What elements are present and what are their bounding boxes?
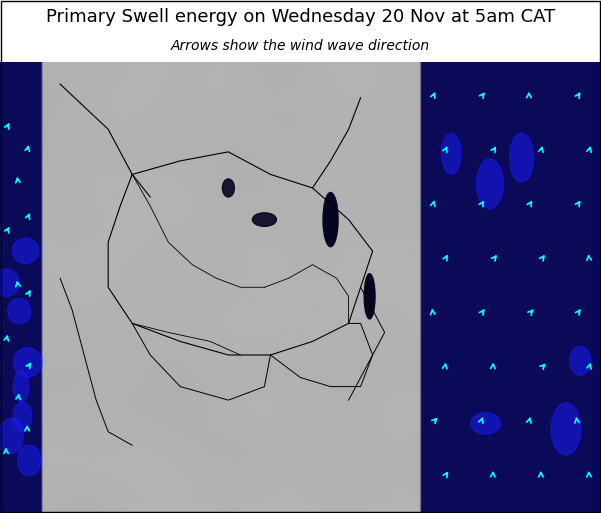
Ellipse shape — [8, 299, 31, 324]
Text: Primary Swell energy on Wednesday 20 Nov at 5am CAT: Primary Swell energy on Wednesday 20 Nov… — [46, 8, 555, 26]
Ellipse shape — [510, 133, 534, 182]
Ellipse shape — [13, 371, 29, 402]
Ellipse shape — [252, 213, 276, 226]
Ellipse shape — [0, 419, 23, 453]
Ellipse shape — [17, 445, 41, 476]
Ellipse shape — [13, 348, 42, 377]
Text: Arrows show the wind wave direction: Arrows show the wind wave direction — [171, 39, 430, 53]
Ellipse shape — [471, 412, 501, 434]
Ellipse shape — [442, 133, 461, 174]
Ellipse shape — [0, 269, 19, 297]
Ellipse shape — [323, 192, 338, 247]
Ellipse shape — [570, 346, 591, 375]
Ellipse shape — [551, 403, 581, 455]
Ellipse shape — [13, 402, 32, 431]
Ellipse shape — [364, 274, 375, 319]
Ellipse shape — [222, 179, 234, 197]
Ellipse shape — [12, 238, 39, 264]
Ellipse shape — [477, 159, 503, 209]
